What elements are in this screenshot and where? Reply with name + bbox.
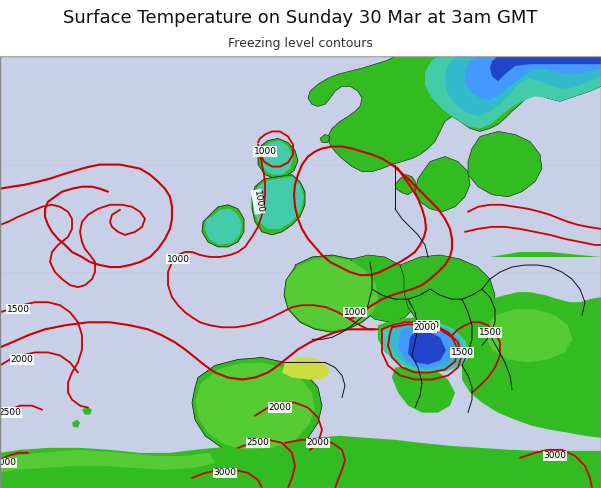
Polygon shape: [82, 407, 92, 415]
Polygon shape: [392, 366, 455, 413]
Text: 2000: 2000: [413, 323, 436, 332]
Polygon shape: [378, 317, 470, 372]
Polygon shape: [425, 56, 601, 128]
Text: 2500: 2500: [0, 408, 22, 417]
Polygon shape: [445, 56, 601, 116]
Text: 2000: 2000: [269, 403, 291, 412]
Polygon shape: [445, 252, 601, 378]
Text: Freezing level contours: Freezing level contours: [228, 37, 373, 50]
Polygon shape: [254, 177, 304, 229]
Polygon shape: [485, 309, 572, 363]
Text: 2500: 2500: [246, 438, 269, 447]
Text: 2000: 2000: [11, 355, 34, 364]
Text: 1500: 1500: [451, 348, 474, 357]
Polygon shape: [395, 175, 416, 195]
Text: 1000: 1000: [252, 190, 264, 214]
Text: 3000: 3000: [0, 458, 16, 468]
Polygon shape: [202, 205, 244, 247]
Polygon shape: [388, 323, 464, 370]
Polygon shape: [380, 320, 468, 372]
Polygon shape: [260, 141, 293, 175]
Polygon shape: [284, 255, 380, 332]
Text: 1000: 1000: [344, 308, 367, 317]
Text: 1000: 1000: [254, 147, 276, 156]
Polygon shape: [408, 331, 446, 365]
Text: 1500: 1500: [416, 321, 439, 330]
Polygon shape: [468, 131, 542, 197]
Text: 3000: 3000: [543, 451, 567, 460]
Polygon shape: [350, 255, 418, 322]
Polygon shape: [285, 257, 378, 330]
Polygon shape: [205, 209, 242, 245]
Text: 3000: 3000: [213, 468, 237, 477]
Polygon shape: [258, 139, 298, 179]
Polygon shape: [320, 135, 330, 142]
Polygon shape: [196, 363, 315, 450]
Polygon shape: [400, 255, 495, 335]
Polygon shape: [0, 436, 601, 488]
Text: Surface Temperature on Sunday 30 Mar at 3am GMT: Surface Temperature on Sunday 30 Mar at …: [63, 9, 538, 27]
Text: 1500: 1500: [478, 328, 501, 337]
Text: 1500: 1500: [7, 305, 29, 314]
Polygon shape: [398, 326, 454, 367]
Text: 2000: 2000: [307, 438, 329, 447]
Polygon shape: [0, 450, 215, 473]
Polygon shape: [308, 56, 601, 172]
Polygon shape: [252, 175, 305, 235]
Polygon shape: [490, 56, 601, 81]
Polygon shape: [72, 420, 80, 428]
Polygon shape: [282, 357, 330, 380]
Text: 1000: 1000: [166, 255, 189, 264]
Polygon shape: [465, 56, 601, 101]
Polygon shape: [192, 357, 322, 453]
Polygon shape: [462, 335, 601, 438]
Polygon shape: [415, 157, 470, 212]
